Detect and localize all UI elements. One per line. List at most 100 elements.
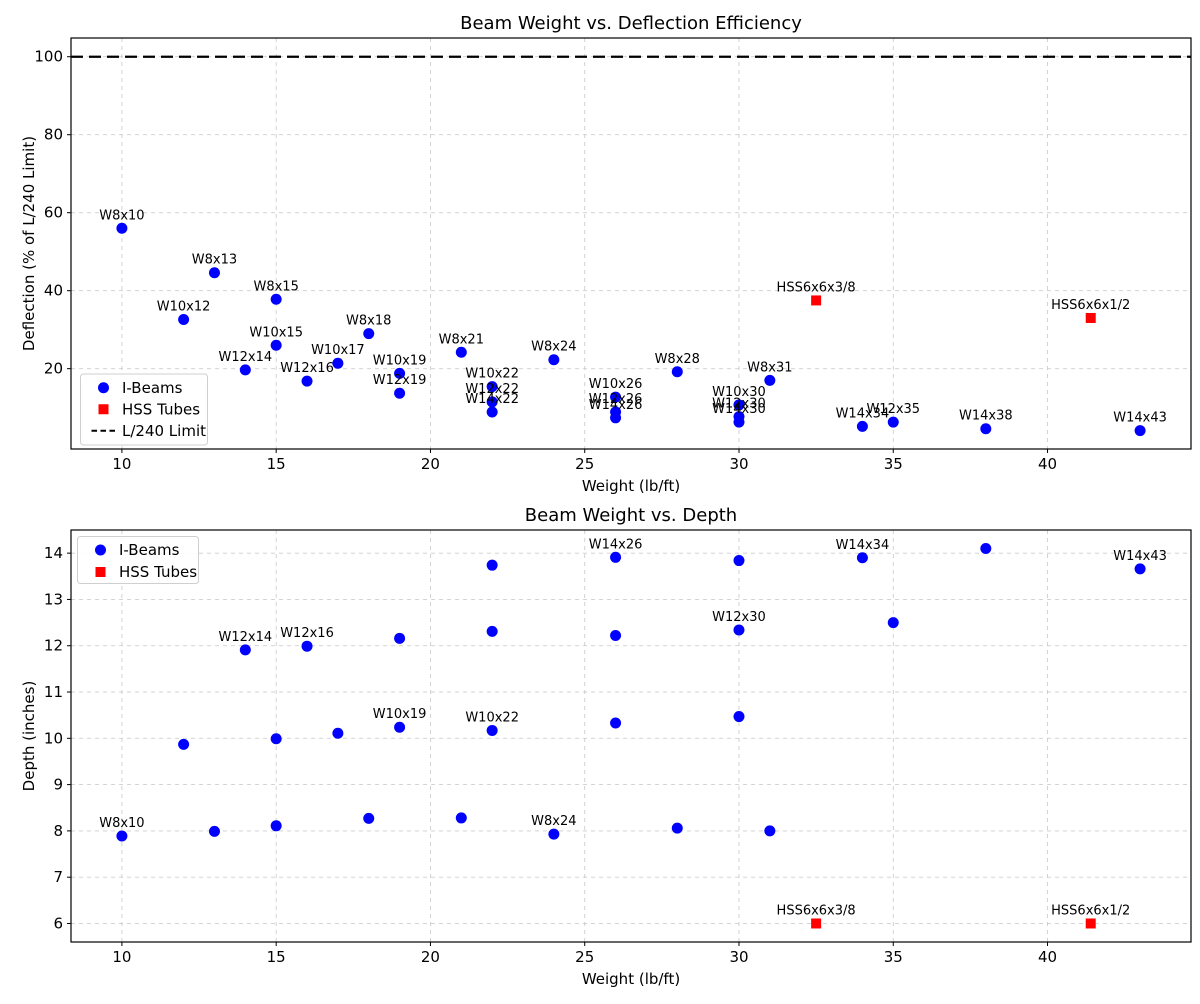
annotation-W14x30: W14x30: [712, 402, 766, 417]
annotation-W14x34: W14x34: [836, 538, 890, 553]
annotation-W10x22: W10x22: [465, 367, 519, 382]
point-W10x19: [394, 721, 406, 733]
x-axis-label: Weight (lb/ft): [582, 970, 680, 988]
point-W12x26: [610, 630, 622, 642]
x-tick-label: 40: [1038, 455, 1057, 473]
x-tick-label: 30: [729, 948, 748, 966]
point-W8x31: [764, 825, 776, 837]
point-W14x22: [486, 406, 498, 418]
annotation-W8x13: W8x13: [192, 253, 237, 268]
point-W12x19: [394, 632, 406, 644]
annotation-W10x26: W10x26: [589, 377, 643, 392]
annotation-W12x14: W12x14: [219, 630, 273, 645]
y-axis-label: Deflection (% of L/240 Limit): [20, 136, 38, 351]
x-tick-label: 10: [112, 948, 131, 966]
annotation-W14x22: W14x22: [465, 392, 519, 407]
point-W8x31: [764, 374, 776, 386]
plot-border: [70, 37, 1192, 450]
legend-box: [77, 536, 199, 584]
y-tick-label: 14: [44, 544, 63, 562]
annotation-W8x24: W8x24: [531, 814, 576, 829]
annotation-W12x16: W12x16: [280, 361, 334, 376]
legend-label: I-Beams: [122, 379, 183, 397]
annotation-HSS6x6x1/2: HSS6x6x1/2: [1051, 298, 1130, 313]
x-tick-label: 25: [575, 455, 594, 473]
point-W10x30: [733, 711, 745, 723]
point-W10x12: [178, 314, 190, 326]
annotation-W12x26: W12x26: [589, 392, 643, 407]
y-axis-label: Depth (inches): [20, 681, 38, 792]
y-tick-label: 8: [53, 822, 63, 840]
annotation-W14x26: W14x26: [589, 398, 643, 413]
point-W12x14: [239, 364, 251, 376]
point-HSS6x6x3/8: [811, 295, 822, 306]
point-W10x22: [486, 724, 498, 736]
point-W8x21: [455, 346, 467, 358]
annotation-W8x28: W8x28: [655, 352, 700, 367]
x-axis-label: Weight (lb/ft): [582, 477, 680, 495]
point-W14x34: [856, 552, 868, 564]
point-HSS6x6x1/2: [1085, 918, 1096, 929]
annotation-W14x38: W14x38: [959, 409, 1013, 424]
point-W12x14: [239, 644, 251, 656]
point-W12x30: [733, 624, 745, 636]
series-hss-tubes: HSS6x6x3/8 HSS6x6x1/2: [777, 280, 1130, 323]
point-W14x30: [733, 555, 745, 567]
annotation-W10x17: W10x17: [311, 343, 365, 358]
annotation-W14x43: W14x43: [1113, 549, 1167, 564]
point-W12x35: [887, 416, 899, 428]
legend-label: L/240 Limit: [122, 422, 206, 440]
x-tick-label: 35: [884, 948, 903, 966]
x-tick-label: 10: [112, 455, 131, 473]
point-W12x16: [301, 375, 313, 387]
annotation-W10x19: W10x19: [373, 353, 427, 368]
y-tick-label: 100: [34, 48, 63, 66]
x-tick-label: 25: [575, 948, 594, 966]
legend: I-Beams HSS Tubes: [77, 536, 199, 584]
annotation-W8x15: W8x15: [253, 279, 298, 294]
x-tick-label: 15: [267, 455, 286, 473]
y-tick-label: 9: [53, 776, 63, 794]
grid-lines: [71, 530, 1191, 942]
point-W14x34: [856, 420, 868, 432]
point-W8x15: [270, 820, 282, 832]
annotation-W8x18: W8x18: [346, 314, 391, 329]
point-W8x10: [116, 830, 128, 842]
point-W14x22: [486, 559, 498, 571]
annotation-W8x10: W8x10: [99, 816, 144, 831]
legend-marker-circle: [95, 544, 106, 556]
point-W12x19: [394, 387, 406, 399]
annotation-W10x30: W10x30: [712, 385, 766, 400]
point-W8x13: [208, 267, 220, 279]
point-W8x13: [208, 825, 220, 837]
annotation-W12x14: W12x14: [219, 350, 273, 365]
annotation-W10x15: W10x15: [249, 325, 303, 340]
point-W8x18: [363, 328, 375, 340]
y-tick-label: 80: [44, 126, 63, 144]
point-W10x22: [486, 381, 498, 393]
y-tick-label: 60: [44, 204, 63, 222]
point-HSS6x6x1/2: [1085, 312, 1096, 323]
point-W12x16: [301, 640, 313, 652]
legend-label: HSS Tubes: [119, 563, 197, 581]
legend-marker-square: [95, 567, 106, 577]
annotation-W10x12: W10x12: [157, 300, 211, 315]
legend-marker-square: [98, 404, 109, 415]
chart-title: Beam Weight vs. Depth: [525, 505, 737, 526]
y-tick-label: 20: [44, 360, 63, 378]
point-W14x30: [733, 416, 745, 428]
series-hss-tubes: HSS6x6x3/8 HSS6x6x1/2: [777, 903, 1130, 929]
plot-border: [70, 529, 1192, 943]
annotation-W12x30: W12x30: [712, 397, 766, 412]
point-W10x12: [178, 738, 190, 750]
series-i-beams: W8x10 W10x12 W8x13 W12x14 W8x15 W10x15 W12x16 W…: [99, 208, 1167, 437]
x-tick-label: 20: [421, 455, 440, 473]
point-HSS6x6x3/8: [811, 918, 822, 929]
point-W10x26: [610, 717, 622, 729]
annotation-W12x35: W12x35: [866, 402, 920, 417]
point-W10x17: [332, 727, 344, 739]
legend-marker-circle: [98, 382, 109, 394]
point-W10x30: [733, 399, 745, 411]
